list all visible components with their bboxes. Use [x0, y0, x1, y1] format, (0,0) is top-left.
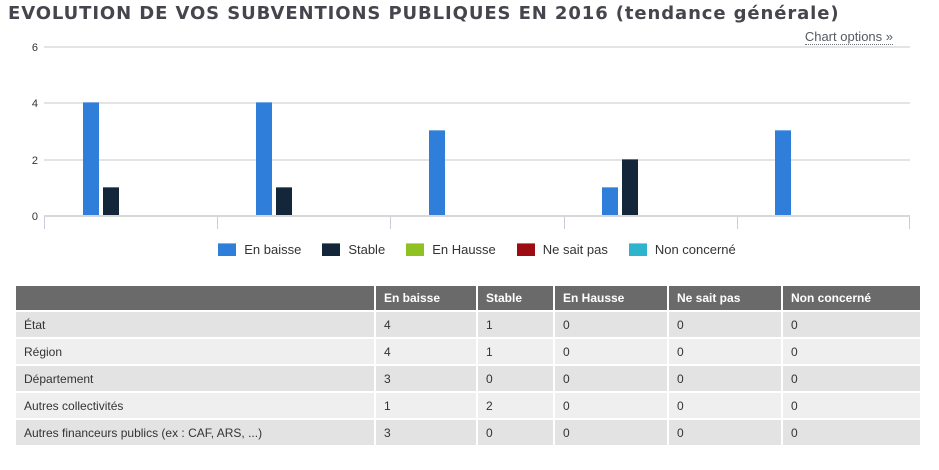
bar-stable-autres-collectivit-s	[622, 159, 638, 215]
x-axis-tick	[564, 217, 565, 229]
table-body: État 4 1 0 0 0 Région 4 1 0 0 0 Département 3 0 0 0 0 Autr…	[16, 312, 920, 445]
legend-label: Stable	[348, 242, 386, 257]
row-value: 1	[478, 312, 553, 337]
row-value: 0	[783, 312, 920, 337]
table-header: En baisse Stable En Hausse Ne sait pas Non c…	[16, 286, 920, 310]
table-row: Autres financeurs publics (ex : CAF, ARS…	[16, 420, 920, 445]
bar-en-baisse-r-gion	[256, 102, 272, 215]
gridline-y-4	[44, 102, 910, 105]
chart-legend: En baisse Stable En Hausse Ne sait pas Non c…	[44, 242, 910, 257]
row-label: État	[16, 312, 374, 337]
bar-en-baisse-d-partement	[429, 130, 445, 215]
table-row: Département 3 0 0 0 0	[16, 366, 920, 391]
row-label: Autres financeurs publics (ex : CAF, ARS…	[16, 420, 374, 445]
row-value: 1	[478, 339, 553, 364]
row-value: 0	[783, 339, 920, 364]
legend-label: Non concerné	[654, 242, 736, 257]
table-header-row: En baisse Stable En Hausse Ne sait pas Non c…	[16, 286, 920, 310]
y-axis-tick-label-4: 4	[31, 98, 38, 111]
row-value: 0	[669, 366, 781, 391]
chart-title: EVOLUTION DE VOS SUBVENTIONS PUBLIQUES E…	[8, 3, 840, 24]
bar-chart-plot-area	[44, 46, 910, 229]
column-header-non-concerné: Non concerné	[783, 286, 920, 310]
legend-swatch-icon	[218, 243, 237, 256]
legend-label: Ne sait pas	[542, 242, 608, 257]
table-row: Région 4 1 0 0 0	[16, 339, 920, 364]
legend-swatch-icon	[628, 243, 647, 256]
legend-swatch-icon	[406, 243, 425, 256]
row-value: 0	[555, 393, 667, 418]
y-axis-tick-label-0: 0	[31, 211, 38, 223]
row-value: 0	[555, 312, 667, 337]
legend-item-non-concerné[interactable]: Non concerné	[628, 242, 736, 257]
legend-swatch-icon	[516, 243, 535, 256]
row-value: 0	[555, 366, 667, 391]
chart-options-link[interactable]: Chart options »	[804, 29, 893, 45]
row-value: 0	[783, 420, 920, 445]
bar-en-baisse--tat	[83, 102, 99, 215]
table-row: Autres collectivités 1 2 0 0 0	[16, 393, 920, 418]
results-table: En baisse Stable En Hausse Ne sait pas Non c…	[14, 284, 922, 447]
row-value: 3	[376, 366, 476, 391]
row-value: 0	[783, 366, 920, 391]
y-axis-tick-label-6: 6	[31, 42, 38, 54]
x-axis-tick	[44, 217, 45, 229]
legend-swatch-icon	[322, 243, 341, 256]
bar-en-baisse-autres-collectivit-s	[602, 187, 618, 215]
y-axis-tick-label-2: 2	[31, 154, 38, 167]
legend-item-en-hausse[interactable]: En Hausse	[406, 242, 496, 257]
column-header-en-baisse: En baisse	[376, 286, 476, 310]
legend-item-stable[interactable]: Stable	[322, 242, 385, 257]
column-header-en-hausse: En Hausse	[555, 286, 667, 310]
x-axis-tick	[217, 217, 218, 229]
legend-item-en-baisse[interactable]: En baisse	[218, 242, 301, 257]
bar-stable-r-gion	[276, 187, 292, 215]
legend-label: En baisse	[244, 242, 302, 257]
row-value: 0	[478, 420, 553, 445]
table-row: État 4 1 0 0 0	[16, 312, 920, 337]
row-value: 0	[783, 393, 920, 418]
legend-label: En Hausse	[432, 242, 496, 257]
row-value: 0	[669, 339, 781, 364]
gridline-y-2	[44, 158, 910, 161]
column-header-ne-sait-pas: Ne sait pas	[669, 286, 781, 310]
row-value: 0	[669, 420, 781, 445]
row-label: Département	[16, 366, 374, 391]
column-header-empty	[16, 286, 374, 310]
row-value: 4	[376, 312, 476, 337]
row-label: Autres collectivités	[16, 393, 374, 418]
row-value: 4	[376, 339, 476, 364]
x-axis-tick	[737, 217, 738, 229]
column-header-stable: Stable	[478, 286, 553, 310]
row-value: 0	[478, 366, 553, 391]
bar-stable--tat	[103, 187, 119, 215]
row-label: Région	[16, 339, 374, 364]
row-value: 0	[555, 339, 667, 364]
row-value: 0	[669, 393, 781, 418]
x-axis-tick	[909, 217, 910, 229]
bar-en-baisse-autres-financeurs-publics-ex-caf-ars-	[775, 130, 791, 215]
row-value: 1	[376, 393, 476, 418]
row-value: 2	[478, 393, 553, 418]
y-axis-labels: 0 2 4 6	[20, 42, 38, 223]
row-value: 0	[555, 420, 667, 445]
x-axis-tick	[390, 217, 391, 229]
gridline-y-6	[44, 46, 910, 48]
row-value: 0	[669, 312, 781, 337]
row-value: 3	[376, 420, 476, 445]
legend-item-ne-sait-pas[interactable]: Ne sait pas	[516, 242, 608, 257]
